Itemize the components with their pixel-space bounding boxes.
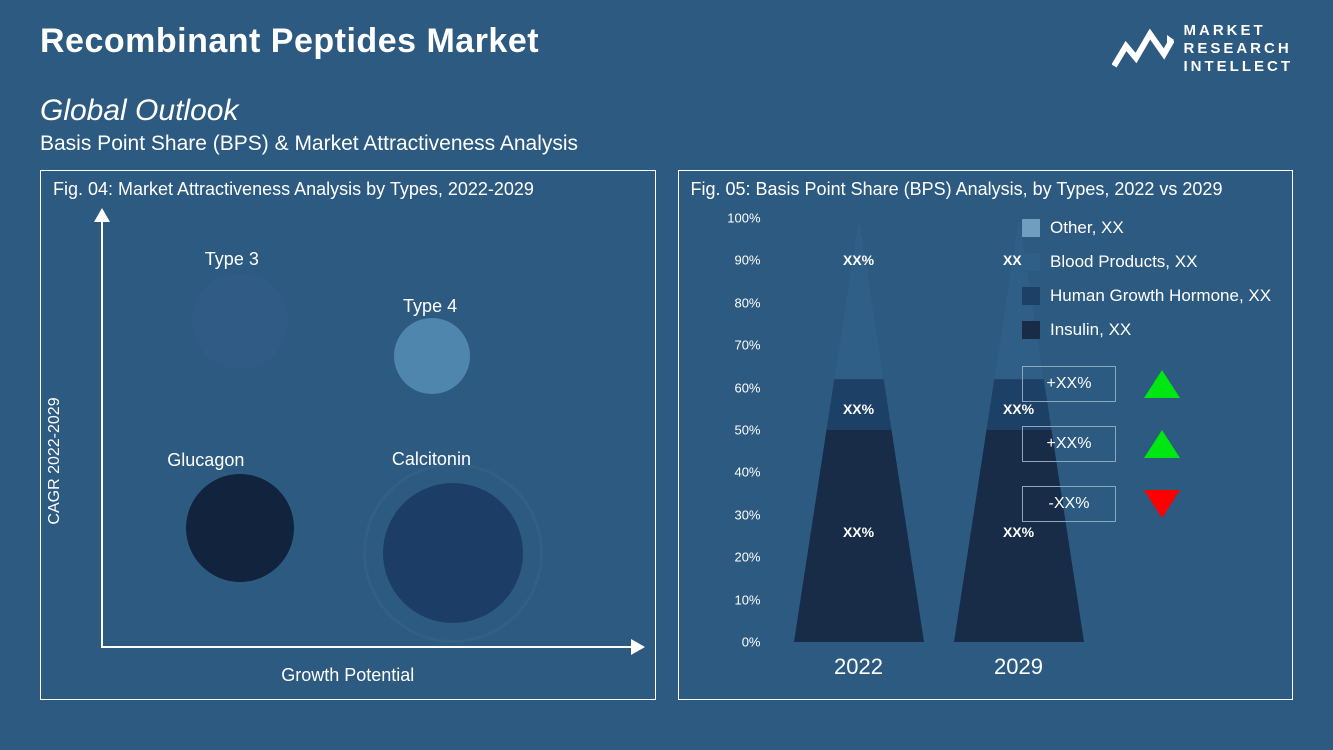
ytick: 90% (734, 253, 760, 268)
x-axis-line (101, 646, 635, 648)
bubble-label: Calcitonin (392, 449, 471, 470)
bubble-label: Type 4 (403, 296, 457, 317)
legend-label: Blood Products, XX (1050, 252, 1197, 272)
delta-value: +XX% (1022, 366, 1116, 402)
ytick: 0% (742, 635, 761, 650)
subtitle-italic: Global Outlook (40, 94, 1293, 128)
ytick: 60% (734, 380, 760, 395)
triangle-up-icon (1144, 370, 1180, 398)
ytick: 70% (734, 338, 760, 353)
cone: XX% XX% XX% (794, 218, 924, 642)
bubble-label: Type 3 (205, 249, 259, 270)
legend-item: Blood Products, XX (1022, 252, 1292, 272)
fig04-chart: Growth Potential CAGR 2022-2029 Type 3 Ty… (41, 208, 655, 696)
x-axis-arrow-icon (631, 639, 645, 655)
ytick: 80% (734, 295, 760, 310)
triangle-down-icon (1144, 490, 1180, 518)
delta-row: -XX% (1022, 486, 1292, 522)
ytick: 20% (734, 550, 760, 565)
fig05-plot: XX%XX%XX%XX%XX%XX% (764, 218, 1018, 642)
fig04-panel: Fig. 04: Market Attractiveness Analysis … (40, 170, 656, 700)
legend-swatch-icon (1022, 287, 1040, 305)
fig05-panel: Fig. 05: Basis Point Share (BPS) Analysi… (678, 170, 1294, 700)
logo-text-line1: MARKET (1184, 22, 1294, 40)
y-axis-line (101, 218, 103, 648)
fig05-yaxis: 0%10%20%30%40%50%60%70%80%90%100% (701, 218, 761, 642)
cone-segment (834, 218, 883, 379)
y-axis-arrow-icon (94, 208, 110, 222)
logo-text-line3: INTELLECT (1184, 58, 1294, 76)
legend-item: Other, XX (1022, 218, 1292, 238)
legend-swatch-icon (1022, 253, 1040, 271)
subtitle-desc: Basis Point Share (BPS) & Market Attract… (40, 132, 1293, 156)
bubble (186, 474, 294, 582)
delta-row: +XX% (1022, 426, 1292, 462)
legend-label: Human Growth Hormone, XX (1050, 286, 1271, 306)
delta-row: +XX% (1022, 366, 1292, 402)
delta-value: -XX% (1022, 486, 1116, 522)
logo-mark-icon (1112, 26, 1174, 72)
logo-text-line2: RESEARCH (1184, 40, 1294, 58)
fig05-legend: Other, XX Blood Products, XX Human Growth … (1022, 218, 1292, 546)
legend-label: Insulin, XX (1050, 320, 1131, 340)
legend-label: Other, XX (1050, 218, 1124, 238)
legend-item: Insulin, XX (1022, 320, 1292, 340)
fig04-title: Fig. 04: Market Attractiveness Analysis … (41, 171, 655, 208)
fig05-chart: 0%10%20%30%40%50%60%70%80%90%100% XX%XX%… (679, 208, 1293, 696)
bubble-label: Glucagon (167, 450, 244, 471)
legend-swatch-icon (1022, 321, 1040, 339)
page-title: Recombinant Peptides Market (40, 22, 539, 61)
bubble (383, 483, 523, 623)
xcategory-label: 2022 (794, 654, 924, 680)
ytick: 50% (734, 423, 760, 438)
legend-swatch-icon (1022, 219, 1040, 237)
ytick: 100% (727, 211, 760, 226)
ytick: 40% (734, 465, 760, 480)
segment-label: XX% (843, 401, 874, 417)
ytick: 30% (734, 507, 760, 522)
segment-label: XX% (843, 524, 874, 540)
triangle-up-icon (1144, 430, 1180, 458)
delta-value: +XX% (1022, 426, 1116, 462)
xcategory-label: 2029 (954, 654, 1084, 680)
bubble (394, 318, 470, 394)
fig05-title: Fig. 05: Basis Point Share (BPS) Analysi… (679, 171, 1293, 208)
fig04-ylabel: CAGR 2022-2029 (46, 397, 64, 524)
brand-logo: MARKET RESEARCH INTELLECT (1112, 22, 1294, 76)
bubble (192, 273, 288, 369)
segment-label: XX% (843, 252, 874, 268)
ytick: 10% (734, 592, 760, 607)
fig04-xlabel: Growth Potential (281, 665, 414, 686)
legend-item: Human Growth Hormone, XX (1022, 286, 1292, 306)
